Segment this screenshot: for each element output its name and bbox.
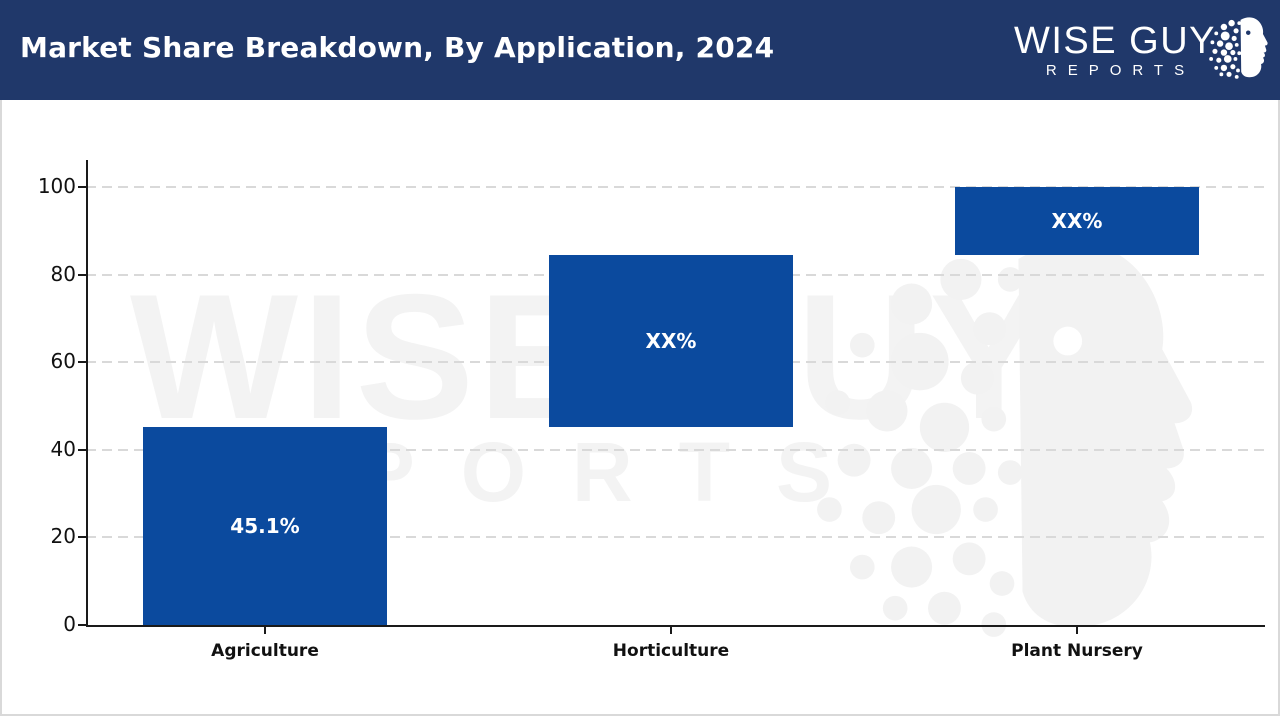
bar-value-label: XX% [645, 329, 697, 354]
bar-horticulture: XX% [549, 254, 793, 428]
bar-agriculture: 45.1% [143, 427, 387, 625]
x-axis-tick-mark [264, 627, 266, 634]
logo-wordmark: WISE GUY [1013, 20, 1216, 62]
y-axis-tick-mark [78, 361, 86, 364]
y-axis-tick-mark [78, 273, 86, 276]
x-axis-category-label: Plant Nursery [1011, 641, 1143, 661]
x-axis-tick-mark [670, 627, 672, 634]
y-axis-tick-label: 100 [37, 174, 76, 198]
y-axis-line [86, 160, 88, 627]
bar-value-label: 45.1% [230, 514, 300, 539]
y-axis-tick-mark [78, 448, 86, 451]
x-axis-line [86, 625, 1265, 627]
header-bar: Market Share Breakdown, By Application, … [0, 0, 1280, 100]
wise-guy-face-icon [1206, 12, 1270, 88]
bottom-border [0, 714, 1280, 716]
y-axis-tick-label: 60 [50, 349, 76, 374]
y-axis-tick-mark [78, 186, 86, 188]
logo-wordmark-block: WISE GUY REPORTS [1014, 22, 1216, 78]
y-axis-tick-mark [78, 536, 86, 539]
gridline [86, 186, 1265, 188]
y-axis-tick-mark [78, 624, 86, 626]
right-border [1278, 100, 1280, 716]
x-axis-category-label: Horticulture [612, 641, 730, 661]
left-border [0, 100, 2, 716]
bar-plot: 0 20 40 60 80 100 45.1% Agriculture XX% Horticult… [0, 100, 1280, 714]
chart-title: Market Share Breakdown, By Application, … [20, 30, 775, 64]
bar-plant-nursery: XX% [955, 187, 1199, 255]
x-axis-category-label: Agriculture [211, 641, 319, 661]
gridline [86, 536, 1265, 539]
logo-subtext: REPORTS [1045, 62, 1196, 79]
y-axis-tick-label: 0 [63, 612, 76, 636]
y-axis-tick-label: 20 [50, 524, 76, 549]
wise-guy-logo: WISE GUY REPORTS [1014, 12, 1270, 88]
x-axis-tick-mark [1076, 627, 1078, 634]
y-axis-tick-label: 40 [50, 436, 76, 461]
gridline [86, 448, 1265, 451]
bar-value-label: XX% [1051, 208, 1103, 233]
y-axis-tick-label: 80 [50, 261, 76, 286]
